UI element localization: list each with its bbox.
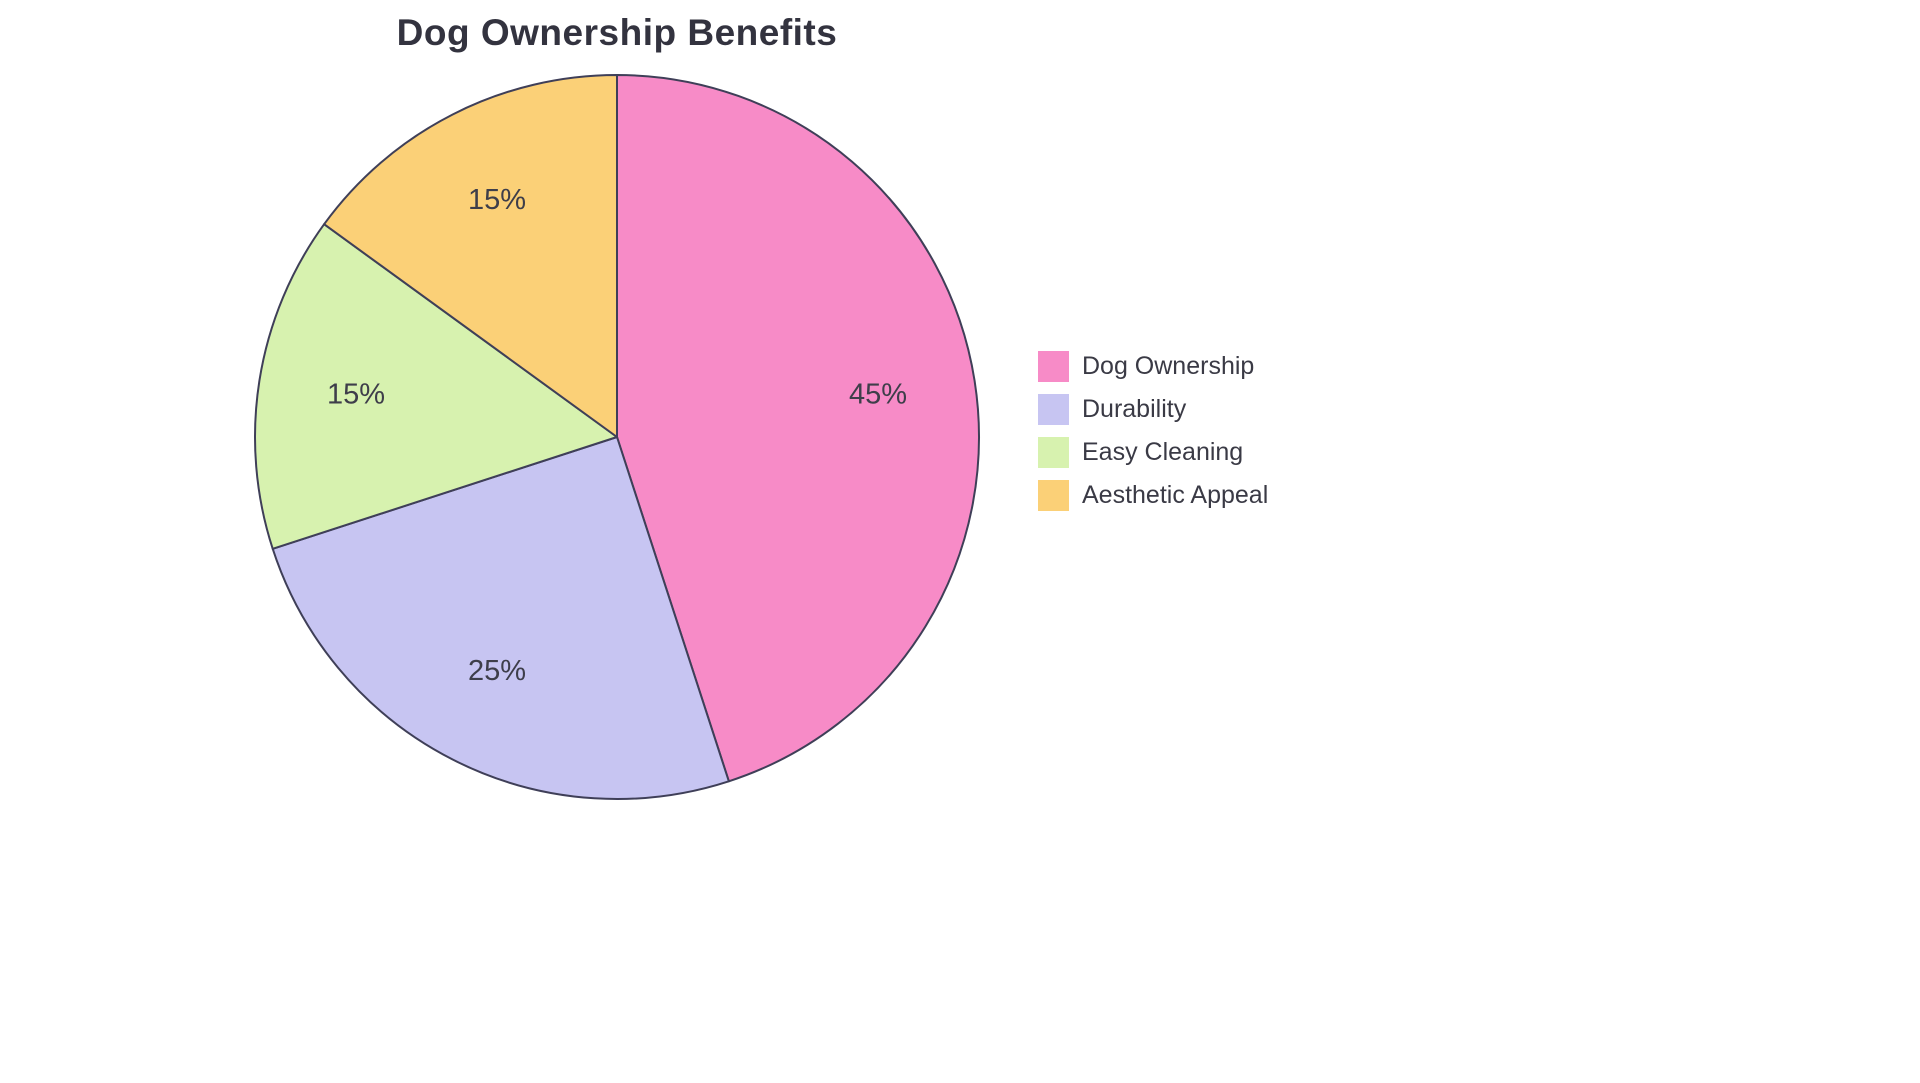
legend-item-dog-ownership: Dog Ownership (1038, 351, 1268, 382)
legend-item-durability: Durability (1038, 394, 1268, 425)
legend: Dog Ownership Durability Easy Cleaning Aest… (1038, 351, 1268, 523)
legend-label: Dog Ownership (1082, 352, 1255, 380)
legend-label: Easy Cleaning (1082, 438, 1244, 466)
chart-title: Dog Ownership Benefits (396, 12, 838, 53)
legend-label: Durability (1082, 395, 1187, 423)
slice-label-durability: 25% (468, 655, 526, 687)
legend-swatch (1038, 394, 1069, 425)
legend-label: Aesthetic Appeal (1082, 481, 1269, 509)
pie-slice-durability (271, 436, 730, 800)
legend-item-easy-cleaning: Easy Cleaning (1038, 437, 1268, 468)
legend-swatch (1038, 480, 1069, 511)
pie-slice-aesthetic-appeal (323, 74, 618, 438)
legend-swatch (1038, 351, 1069, 382)
slice-label-aesthetic-appeal: 15% (468, 184, 526, 216)
legend-swatch (1038, 437, 1069, 468)
slice-label-dog-ownership: 45% (849, 378, 907, 410)
pie-slice-dog-ownership (616, 74, 980, 783)
legend-item-aesthetic-appeal: Aesthetic Appeal (1038, 480, 1268, 511)
slice-label-easy-cleaning: 15% (327, 378, 385, 410)
pie-slice-easy-cleaning (254, 223, 618, 550)
